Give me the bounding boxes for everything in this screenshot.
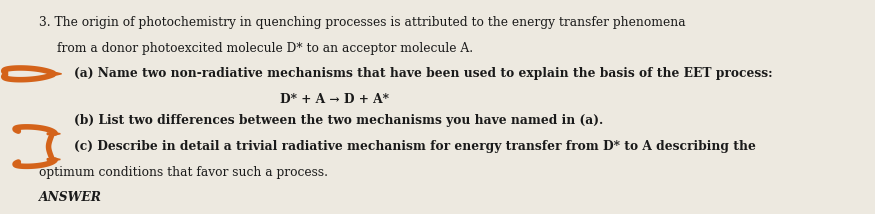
FancyArrow shape [47, 132, 60, 135]
Text: from a donor photoexcited molecule D* to an acceptor molecule A.: from a donor photoexcited molecule D* to… [57, 42, 473, 55]
FancyArrow shape [47, 158, 60, 161]
Text: (c) Describe in detail a trivial radiative mechanism for energy transfer from D*: (c) Describe in detail a trivial radiati… [74, 140, 756, 153]
Text: (a) Name two non-radiative mechanisms that have been used to explain the basis o: (a) Name two non-radiative mechanisms th… [74, 67, 773, 80]
Text: 3. The origin of photochemistry in quenching processes is attributed to the ener: 3. The origin of photochemistry in quenc… [39, 16, 686, 29]
Text: (b) List two differences between the two mechanisms you have named in (a).: (b) List two differences between the two… [74, 114, 604, 127]
Text: D* + A → D + A*: D* + A → D + A* [280, 93, 389, 106]
Text: ANSWER: ANSWER [39, 192, 102, 204]
Text: optimum conditions that favor such a process.: optimum conditions that favor such a pro… [39, 166, 328, 179]
FancyArrow shape [47, 72, 61, 76]
